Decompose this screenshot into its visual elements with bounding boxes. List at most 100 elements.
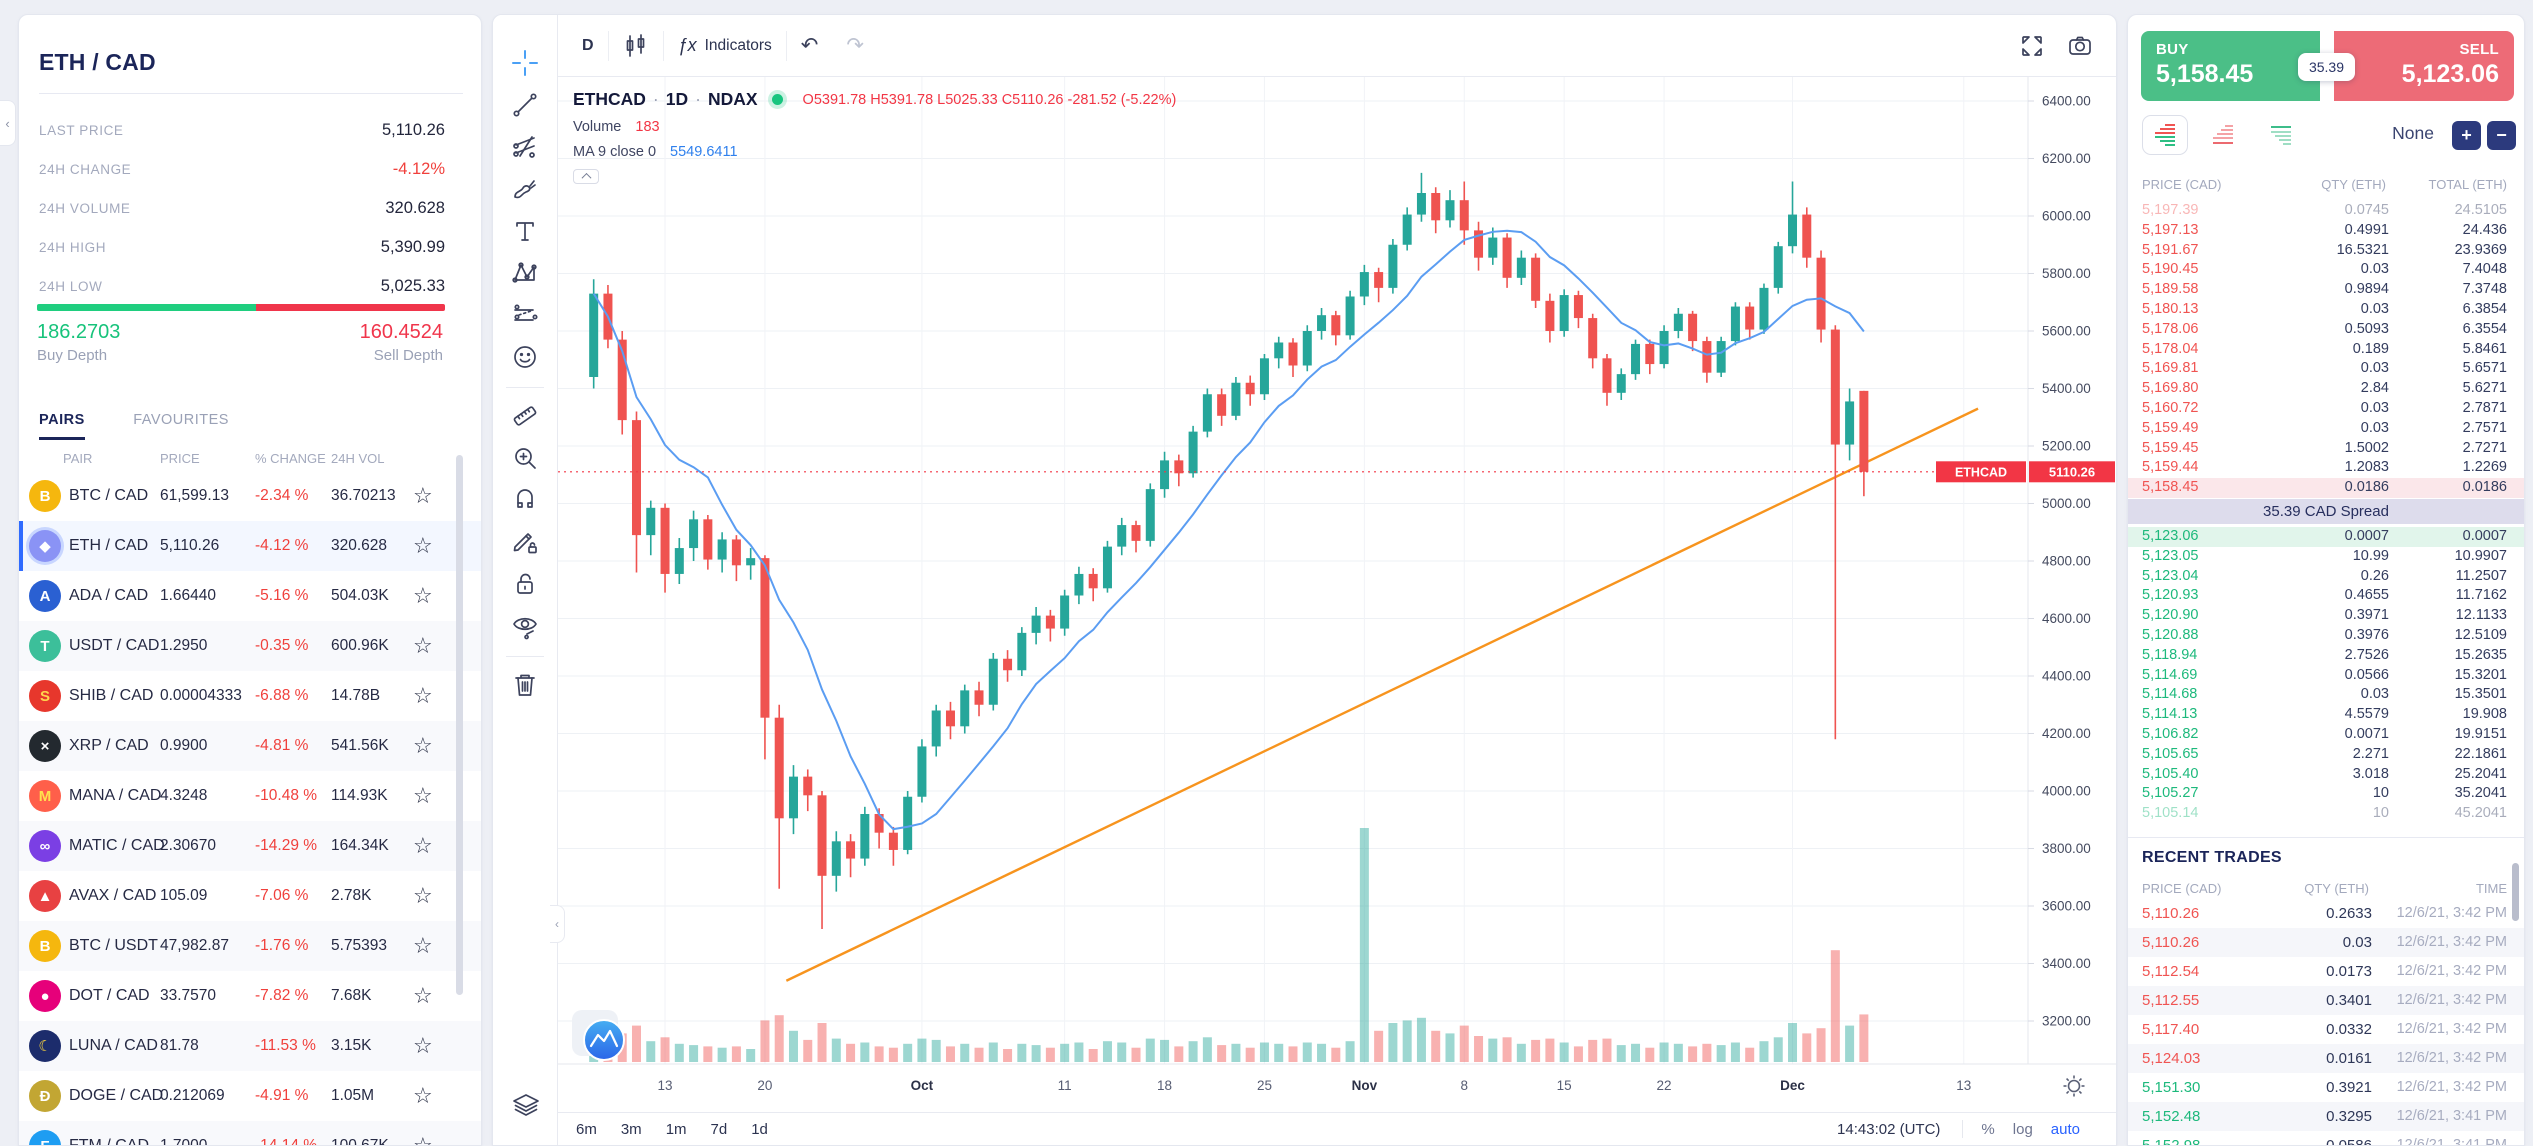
grouping-decrease-button[interactable]: −	[2487, 121, 2516, 150]
pair-row[interactable]: × XRP / CAD 0.9900 -4.81 % 541.56K ☆	[19, 721, 481, 771]
bid-row[interactable]: 5,105.27 10 35.2041	[2128, 784, 2524, 804]
pair-row[interactable]: M MANA / CAD 4.3248 -10.48 % 114.93K ☆	[19, 771, 481, 821]
tab-favourites[interactable]: FAVOURITES	[133, 412, 229, 428]
range-button-7d[interactable]: 7d	[710, 1120, 728, 1138]
ask-row[interactable]: 5,197.13 0.4991 24.436	[2128, 221, 2524, 241]
tab-pairs[interactable]: PAIRS	[39, 412, 85, 440]
bid-row[interactable]: 5,123.06 0.0007 0.0007	[2128, 527, 2524, 547]
bid-row[interactable]: 5,123.05 10.99 10.9907	[2128, 547, 2524, 567]
ask-row[interactable]: 5,158.45 0.0186 0.0186	[2128, 478, 2524, 498]
zoom-in-tool[interactable]	[511, 444, 539, 472]
ask-row[interactable]: 5,197.39 0.0745 24.5105	[2128, 201, 2524, 221]
ask-row[interactable]: 5,189.58 0.9894 7.3748	[2128, 280, 2524, 300]
price-chart[interactable]: 3200.00 3400.00 3600.00 3800.00 4000.00 4200.…	[558, 77, 2117, 1114]
drawing-lock-tool[interactable]	[511, 528, 539, 556]
bid-row[interactable]: 5,105.40 3.018 25.2041	[2128, 765, 2524, 785]
pair-row[interactable]: S SHIB / CAD 0.00004333 -6.88 % 14.78B ☆	[19, 671, 481, 721]
pair-row[interactable]: ☾ LUNA / CAD 81.78 -11.53 % 3.15K ☆	[19, 1021, 481, 1071]
ask-row[interactable]: 5,159.45 1.5002 2.7271	[2128, 439, 2524, 459]
range-button-1m[interactable]: 1m	[665, 1120, 687, 1138]
object-tree-button[interactable]	[493, 1091, 558, 1121]
lock-all-tool[interactable]	[511, 570, 539, 598]
bid-row[interactable]: 5,120.88 0.3976 12.5109	[2128, 626, 2524, 646]
ask-row[interactable]: 5,159.44 1.2083 1.2269	[2128, 458, 2524, 478]
indicators-button[interactable]: ƒx Indicators	[664, 26, 786, 66]
bid-row[interactable]: 5,114.68 0.03 15.3501	[2128, 685, 2524, 705]
grouping-increase-button[interactable]: +	[2452, 121, 2481, 150]
text-tool[interactable]	[511, 217, 539, 245]
chart-clock[interactable]: 14:43:02 (UTC)	[1837, 1120, 1941, 1138]
pairs-scrollbar[interactable]	[456, 455, 463, 995]
book-view-both-button[interactable]	[2142, 115, 2188, 155]
pair-row[interactable]: B BTC / USDT 47,982.87 -1.76 % 5.75393 ☆	[19, 921, 481, 971]
pair-row[interactable]: A ADA / CAD 1.66440 -5.16 % 504.03K ☆	[19, 571, 481, 621]
ask-row[interactable]: 5,178.04 0.189 5.8461	[2128, 340, 2524, 360]
favourite-star-icon[interactable]: ☆	[413, 583, 433, 608]
favourite-star-icon[interactable]: ☆	[413, 483, 433, 508]
forecast-tool[interactable]	[511, 301, 539, 329]
bid-row[interactable]: 5,114.69 0.0566 15.3201	[2128, 666, 2524, 686]
gann-fibonacci-tool[interactable]	[511, 133, 539, 161]
bid-row[interactable]: 5,123.04 0.26 11.2507	[2128, 567, 2524, 587]
favourite-star-icon[interactable]: ☆	[413, 533, 433, 558]
favourite-star-icon[interactable]: ☆	[413, 1083, 433, 1108]
bid-row[interactable]: 5,106.82 0.0071 19.9151	[2128, 725, 2524, 745]
favourite-star-icon[interactable]: ☆	[413, 883, 433, 908]
scale-button-auto[interactable]: auto	[2050, 1120, 2080, 1138]
range-button-1d[interactable]: 1d	[751, 1120, 768, 1138]
ask-row[interactable]: 5,180.13 0.03 6.3854	[2128, 300, 2524, 320]
grouping-value[interactable]: None	[2392, 123, 2434, 143]
pair-row[interactable]: ∞ MATIC / CAD 2.30670 -14.29 % 164.34K ☆	[19, 821, 481, 871]
collapse-toolbar-handle[interactable]: ‹	[550, 905, 565, 943]
pair-row[interactable]: ◆ ETH / CAD 5,110.26 -4.12 % 320.628 ☆	[19, 521, 481, 571]
crosshair-tool[interactable]	[511, 49, 539, 77]
delete-drawings-tool[interactable]	[511, 671, 539, 699]
favourite-star-icon[interactable]: ☆	[413, 1133, 433, 1146]
bid-row[interactable]: 5,120.93 0.4655 11.7162	[2128, 586, 2524, 606]
favourite-star-icon[interactable]: ☆	[413, 983, 433, 1008]
bid-row[interactable]: 5,105.65 2.271 22.1861	[2128, 745, 2524, 765]
ask-row[interactable]: 5,160.72 0.03 2.7871	[2128, 399, 2524, 419]
ask-row[interactable]: 5,191.67 16.5321 23.9369	[2128, 241, 2524, 261]
measure-tool[interactable]	[511, 402, 539, 430]
range-button-3m[interactable]: 3m	[620, 1120, 642, 1138]
pair-row[interactable]: ▲ AVAX / CAD 105.09 -7.06 % 2.78K ☆	[19, 871, 481, 921]
pair-row[interactable]: B BTC / CAD 61,599.13 -2.34 % 36.70213 ☆	[19, 471, 481, 521]
collapse-left-panel-handle[interactable]: ‹	[0, 100, 16, 146]
favourite-star-icon[interactable]: ☆	[413, 733, 433, 758]
scale-button-%[interactable]: %	[1981, 1120, 1995, 1138]
screenshot-button[interactable]	[2060, 26, 2100, 66]
book-view-asks-button[interactable]	[2200, 115, 2246, 155]
range-button-6m[interactable]: 6m	[576, 1120, 597, 1138]
favourite-star-icon[interactable]: ☆	[413, 1033, 433, 1058]
chart-style-button[interactable]	[609, 26, 663, 66]
buy-button[interactable]: BUY 5,158.45	[2141, 31, 2320, 101]
bid-row[interactable]: 5,114.13 4.5579 19.908	[2128, 705, 2524, 725]
ask-row[interactable]: 5,169.81 0.03 5.6571	[2128, 359, 2524, 379]
favourite-star-icon[interactable]: ☆	[413, 633, 433, 658]
fullscreen-button[interactable]	[2012, 26, 2052, 66]
pair-row[interactable]: F FTM / CAD 1.7000 -14.14 % 100.67K ☆	[19, 1121, 481, 1146]
redo-button[interactable]: ↷	[846, 34, 864, 57]
magnet-tool[interactable]	[511, 486, 539, 514]
favourite-star-icon[interactable]: ☆	[413, 683, 433, 708]
ask-row[interactable]: 5,178.06 0.5093 6.3554	[2128, 320, 2524, 340]
bid-row[interactable]: 5,105.14 10 45.2041	[2128, 804, 2524, 824]
favourite-star-icon[interactable]: ☆	[413, 833, 433, 858]
ask-row[interactable]: 5,159.49 0.03 2.7571	[2128, 419, 2524, 439]
scale-button-log[interactable]: log	[2012, 1120, 2033, 1138]
pair-row[interactable]: ● DOT / CAD 33.7570 -7.82 % 7.68K ☆	[19, 971, 481, 1021]
favourite-star-icon[interactable]: ☆	[413, 933, 433, 958]
undo-button[interactable]: ↶	[800, 34, 819, 57]
pair-row[interactable]: T USDT / CAD 1.2950 -0.35 % 600.96K ☆	[19, 621, 481, 671]
favourite-star-icon[interactable]: ☆	[413, 783, 433, 808]
hide-drawings-tool[interactable]	[511, 612, 539, 640]
ask-row[interactable]: 5,190.45 0.03 7.4048	[2128, 260, 2524, 280]
interval-button[interactable]: D	[582, 36, 594, 54]
trades-scrollbar[interactable]	[2512, 863, 2519, 921]
pair-row[interactable]: Đ DOGE / CAD 0.212069 -4.91 % 1.05M ☆	[19, 1071, 481, 1121]
legend-symbol[interactable]: ETHCAD	[573, 89, 646, 109]
ask-row[interactable]: 5,169.80 2.84 5.6271	[2128, 379, 2524, 399]
book-view-bids-button[interactable]	[2258, 115, 2304, 155]
bid-row[interactable]: 5,120.90 0.3971 12.1133	[2128, 606, 2524, 626]
